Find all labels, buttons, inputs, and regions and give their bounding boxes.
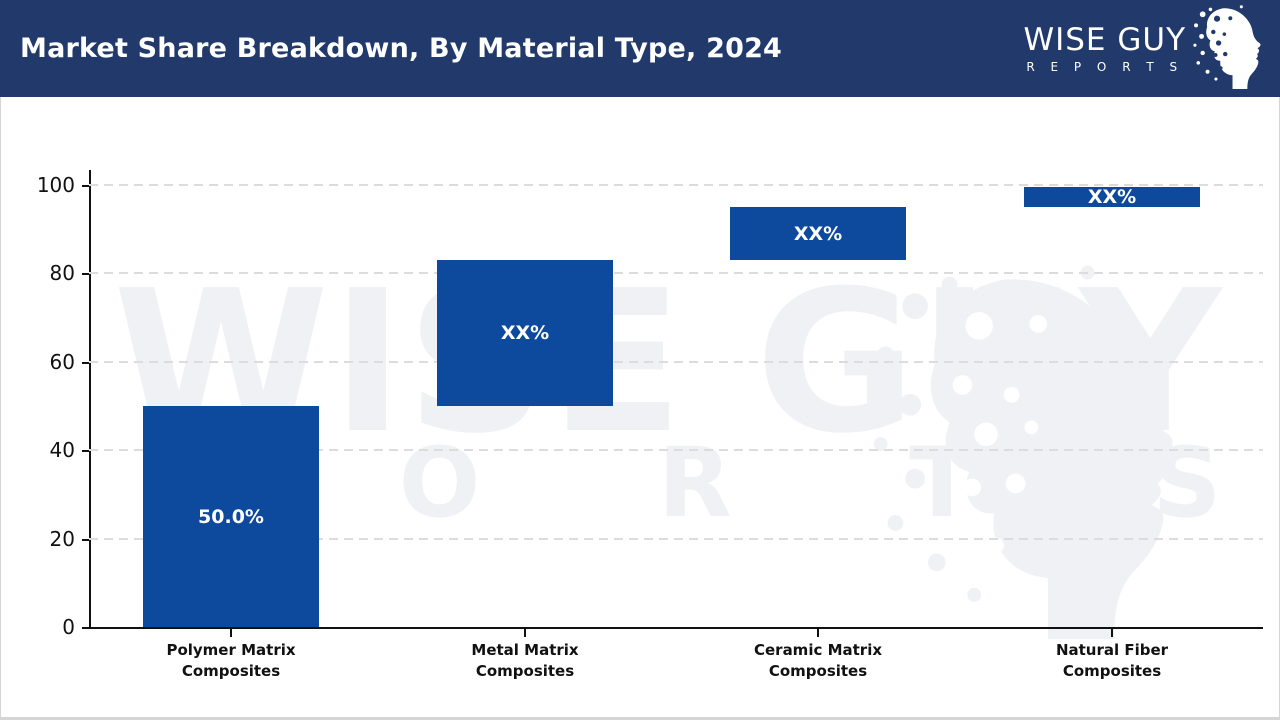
brand-subtitle: R E P O R T S bbox=[1026, 59, 1184, 74]
brand-name: WISE GUY bbox=[1023, 21, 1186, 58]
bar-value-label: XX% bbox=[793, 222, 843, 245]
x-category-label: Natural Fiber Composites bbox=[1002, 640, 1222, 682]
x-category-label-line: Polymer Matrix bbox=[166, 641, 296, 659]
y-tick-label: 0 bbox=[62, 615, 75, 639]
bar: XX% bbox=[437, 260, 613, 406]
gridline bbox=[89, 272, 1263, 275]
gridline bbox=[89, 360, 1263, 363]
x-category-label-line: Composites bbox=[475, 662, 575, 680]
y-tick-label: 80 bbox=[49, 261, 75, 286]
y-tick-mark bbox=[82, 273, 89, 276]
bar: XX% bbox=[1024, 186, 1200, 209]
x-category-label-line: Natural Fiber bbox=[1055, 641, 1169, 659]
brand-logo: WISE GUY R E P O R T S bbox=[1023, 4, 1266, 93]
app-header: Market Share Breakdown, By Material Type… bbox=[0, 0, 1280, 97]
gridline bbox=[89, 449, 1263, 452]
y-tick-mark bbox=[82, 627, 89, 629]
y-axis-spine bbox=[89, 170, 91, 629]
x-category-label-line: Composites bbox=[768, 662, 868, 680]
x-category-label-line: Metal Matrix bbox=[471, 641, 579, 659]
gridline bbox=[89, 537, 1263, 540]
brand-face-icon bbox=[1188, 4, 1266, 93]
y-tick-label: 100 bbox=[36, 173, 75, 197]
x-axis-spine bbox=[89, 627, 1263, 629]
bar-value-label: XX% bbox=[1087, 186, 1137, 209]
page-title: Market Share Breakdown, By Material Type… bbox=[20, 33, 783, 64]
x-tick-mark bbox=[230, 629, 232, 637]
bar-value-label: XX% bbox=[500, 322, 550, 345]
gridline bbox=[89, 184, 1263, 186]
plot: 0 20 40 60 80 100 50.0% Polymer Matrix Composite… bbox=[1, 97, 1279, 717]
bar: XX% bbox=[730, 207, 906, 261]
y-tick-label: 60 bbox=[49, 349, 75, 374]
watermark-face-icon bbox=[856, 217, 1191, 691]
y-tick-mark bbox=[82, 450, 89, 453]
x-category-label-line: Ceramic Matrix bbox=[753, 641, 883, 659]
y-tick-mark bbox=[82, 538, 89, 541]
x-category-label-line: Composites bbox=[181, 662, 281, 680]
x-category-label-line: Composites bbox=[1062, 662, 1162, 680]
x-tick-mark bbox=[1111, 629, 1113, 637]
x-category-label: Metal Matrix Composites bbox=[415, 640, 635, 682]
y-tick-label: 20 bbox=[49, 526, 75, 551]
x-tick-mark bbox=[817, 629, 819, 637]
bar: 50.0% bbox=[143, 406, 319, 627]
bar-value-label: 50.0% bbox=[198, 505, 264, 528]
chart-area: WISE GUY P O R T S bbox=[0, 97, 1280, 720]
y-tick-label: 40 bbox=[49, 438, 75, 463]
x-category-label: Ceramic Matrix Composites bbox=[708, 640, 928, 682]
x-category-label: Polymer Matrix Composites bbox=[121, 640, 341, 682]
y-tick-mark bbox=[82, 185, 89, 187]
x-tick-mark bbox=[524, 629, 526, 637]
brand-text: WISE GUY R E P O R T S bbox=[1023, 21, 1186, 74]
y-tick-mark bbox=[82, 361, 89, 364]
